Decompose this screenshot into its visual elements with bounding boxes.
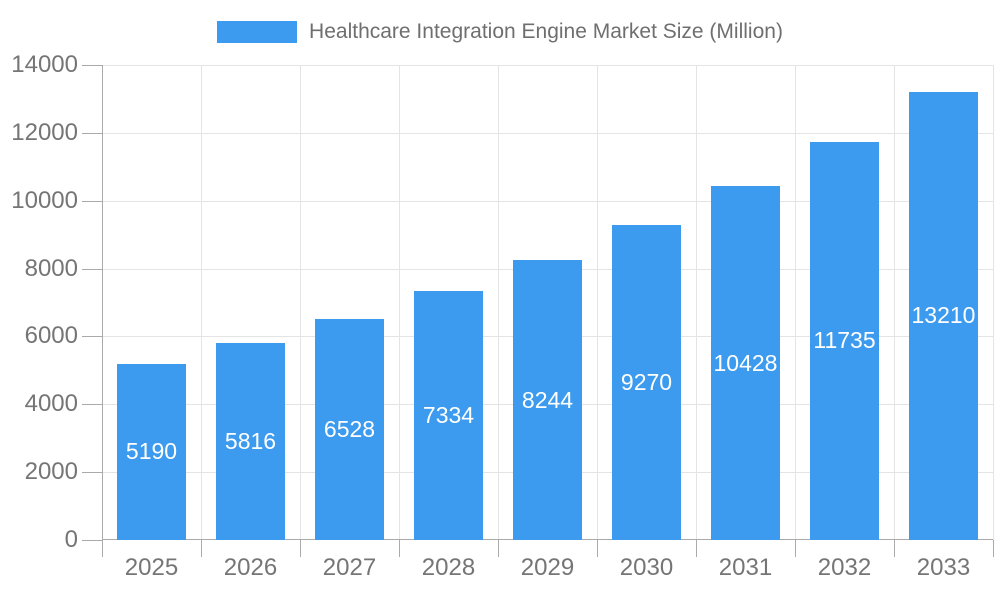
- y-axis-label: 12000: [11, 118, 78, 146]
- y-axis-label: 8000: [24, 254, 78, 282]
- legend-marker-swatch: [217, 21, 298, 43]
- bar-value-label: 7334: [422, 402, 475, 429]
- x-axis-tick: [399, 540, 400, 557]
- y-axis-tick: [82, 404, 102, 406]
- bar-value-label: 5816: [224, 427, 277, 454]
- y-gridline: [102, 132, 993, 134]
- x-gridline: [201, 65, 202, 540]
- x-gridline: [300, 65, 301, 540]
- y-axis-tick: [82, 336, 102, 338]
- x-axis-label: 2031: [718, 554, 773, 581]
- y-axis-tick: [82, 268, 102, 270]
- y-axis-tick: [82, 65, 102, 66]
- x-gridline: [696, 65, 697, 540]
- legend[interactable]: Healthcare Integration Engine Market Siz…: [0, 16, 1000, 48]
- x-axis-tick: [894, 540, 895, 557]
- bar[interactable]: 6528: [315, 318, 384, 540]
- bar-value-label: 9270: [620, 369, 673, 396]
- x-axis-tick: [498, 540, 499, 557]
- bar-value-label: 5190: [125, 438, 178, 465]
- bar[interactable]: 7334: [414, 291, 483, 540]
- x-axis-label: 2025: [124, 554, 179, 581]
- x-gridline: [894, 65, 895, 540]
- x-axis-tick: [102, 540, 103, 557]
- x-axis-label: 2028: [421, 554, 476, 581]
- plot-area: 5190 5816 6528 7334 8244 9270 10428 11735 13210: [82, 65, 994, 557]
- bar-value-label: 8244: [521, 386, 574, 413]
- x-gridline: [993, 65, 994, 540]
- bar-value-label: 10428: [713, 349, 778, 376]
- bar-value-label: 11735: [813, 327, 876, 354]
- x-axis-tick: [993, 540, 994, 557]
- x-axis-tick: [696, 540, 697, 557]
- y-gridline: [102, 200, 993, 202]
- x-axis-label: 2027: [322, 554, 377, 581]
- y-axis-tick: [82, 472, 102, 474]
- y-axis-label: 10000: [11, 186, 78, 214]
- x-axis-label: 2029: [520, 554, 575, 581]
- bar-value-label: 13210: [911, 302, 976, 329]
- bar-value-label: 6528: [323, 415, 376, 442]
- y-axis-label: 0: [64, 526, 78, 553]
- bar[interactable]: 5190: [117, 363, 186, 540]
- y-gridline: [102, 65, 993, 66]
- y-axis-label: 2000: [24, 458, 78, 486]
- x-axis-tick: [201, 540, 202, 557]
- bar[interactable]: 10428: [711, 186, 780, 540]
- x-axis-label: 2033: [916, 554, 971, 581]
- y-axis-label: 14000: [11, 51, 78, 78]
- x-gridline: [795, 65, 796, 540]
- bar[interactable]: 11735: [810, 141, 879, 540]
- x-axis-tick: [795, 540, 796, 557]
- y-axis-label: 4000: [24, 390, 78, 418]
- y-axis-tick: [82, 132, 102, 134]
- x-axis-label: 2030: [619, 554, 674, 581]
- bar[interactable]: 5816: [216, 342, 285, 540]
- legend-label: Healthcare Integration Engine Market Siz…: [309, 20, 783, 43]
- y-axis-label: 6000: [24, 322, 78, 350]
- bar[interactable]: 13210: [909, 91, 978, 540]
- y-axis-line: [102, 65, 103, 540]
- x-gridline: [498, 65, 499, 540]
- bar[interactable]: 9270: [612, 225, 681, 540]
- x-gridline: [399, 65, 400, 540]
- x-axis-tick: [300, 540, 301, 557]
- bar[interactable]: 8244: [513, 260, 582, 540]
- y-axis-tick: [82, 540, 102, 541]
- x-axis-label: 2026: [223, 554, 278, 581]
- y-axis-tick: [82, 200, 102, 202]
- x-axis-label: 2032: [817, 554, 872, 581]
- x-axis-tick: [597, 540, 598, 557]
- x-gridline: [597, 65, 598, 540]
